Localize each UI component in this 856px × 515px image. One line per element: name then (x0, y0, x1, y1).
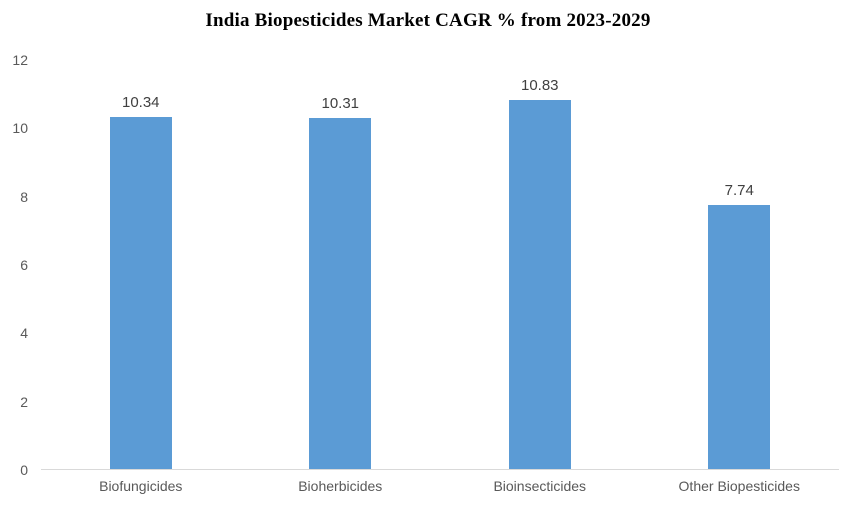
bar-biofungicides: 10.34 (109, 94, 172, 469)
bar-value-label: 10.31 (321, 94, 360, 112)
y-tick-label: 6 (20, 257, 28, 273)
x-category-label: Bioherbicides (298, 478, 383, 494)
bar-bioherbicides: 10.31 (309, 95, 372, 469)
y-tick-label: 8 (20, 188, 28, 205)
bar-value-label: 10.34 (121, 93, 160, 111)
y-tick-label: 10 (12, 120, 28, 137)
chart-title: India Biopesticides Market CAGR % from 2… (205, 10, 651, 31)
y-tick-label: 0 (20, 462, 28, 478)
bar-bioinsecticides: 10.83 (508, 77, 571, 469)
bar-slot: 7.74 (640, 60, 840, 469)
bar-other-biopesticides: 7.74 (708, 182, 771, 469)
bar-series: 10.34 10.31 10.83 7.74 (41, 60, 839, 469)
bar-slot: 10.34 (41, 60, 241, 469)
x-category-label: Other Biopesticides (678, 478, 800, 494)
plot-area: 10.34 10.31 10.83 7.74 (41, 60, 839, 470)
bar-value-label: 7.74 (724, 182, 754, 200)
x-category-label: Bioinsecticides (493, 478, 587, 494)
bar-slot: 10.31 (241, 60, 441, 469)
y-tick-label: 4 (20, 325, 28, 342)
y-axis: 0 2 4 6 8 10 12 (0, 52, 32, 478)
bar-slot: 10.83 (440, 60, 640, 469)
x-category-label: Biofungicides (99, 478, 183, 494)
bar-value-label: 10.83 (520, 76, 559, 94)
x-axis-category-labels: Biofungicides Bioherbicides Bioinsecticide… (41, 478, 839, 494)
y-tick-label: 12 (12, 52, 28, 68)
y-tick-label: 2 (20, 393, 28, 410)
